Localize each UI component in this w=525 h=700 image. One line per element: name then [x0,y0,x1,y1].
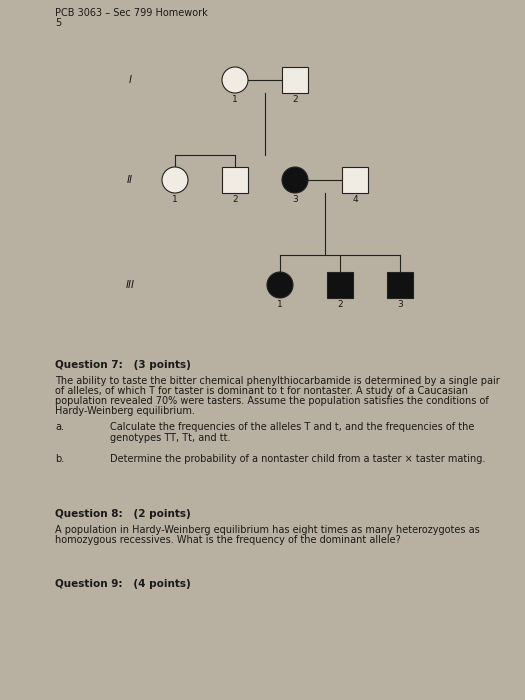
Text: 2: 2 [232,195,238,204]
Text: Hardy-Weinberg equilibrium.: Hardy-Weinberg equilibrium. [55,406,195,416]
Text: I: I [129,75,131,85]
Text: Determine the probability of a nontaster child from a taster × taster mating.: Determine the probability of a nontaster… [110,454,486,464]
Bar [387,272,413,298]
Text: 3: 3 [397,300,403,309]
Bar [222,167,248,193]
Text: 2: 2 [292,95,298,104]
Text: of alleles, of which T for taster is dominant to t for nontaster. A study of a C: of alleles, of which T for taster is dom… [55,386,468,396]
Text: homozygous recessives. What is the frequency of the dominant allele?: homozygous recessives. What is the frequ… [55,535,401,545]
Text: 1: 1 [172,195,178,204]
Text: Calculate the frequencies of the alleles T and t, and the frequencies of the: Calculate the frequencies of the alleles… [110,422,475,432]
Text: III: III [125,280,134,290]
Text: Question 9:   (4 points): Question 9: (4 points) [55,579,191,589]
Circle shape [162,167,188,193]
Text: 4: 4 [352,195,358,204]
Text: b.: b. [55,454,64,464]
Text: II: II [127,175,133,185]
Text: A population in Hardy-Weinberg equilibrium has eight times as many heterozygotes: A population in Hardy-Weinberg equilibri… [55,525,480,535]
Text: 1: 1 [232,95,238,104]
Text: 5: 5 [55,18,61,28]
Text: The ability to taste the bitter chemical phenylthiocarbamide is determined by a : The ability to taste the bitter chemical… [55,376,500,386]
Bar [327,272,353,298]
Text: Question 8:   (2 points): Question 8: (2 points) [55,509,191,519]
Text: 2: 2 [337,300,343,309]
Circle shape [267,272,293,298]
Text: 3: 3 [292,195,298,204]
Text: PCB 3063 – Sec 799 Homework: PCB 3063 – Sec 799 Homework [55,8,208,18]
Text: genotypes TT, Tt, and tt.: genotypes TT, Tt, and tt. [110,433,230,443]
Bar [282,67,308,93]
Text: a.: a. [55,422,64,432]
Circle shape [222,67,248,93]
Bar [342,167,368,193]
Text: Question 7:   (3 points): Question 7: (3 points) [55,360,191,370]
Text: 1: 1 [277,300,283,309]
Text: population revealed 70% were tasters. Assume the population satisfies the condit: population revealed 70% were tasters. As… [55,396,489,406]
Circle shape [282,167,308,193]
